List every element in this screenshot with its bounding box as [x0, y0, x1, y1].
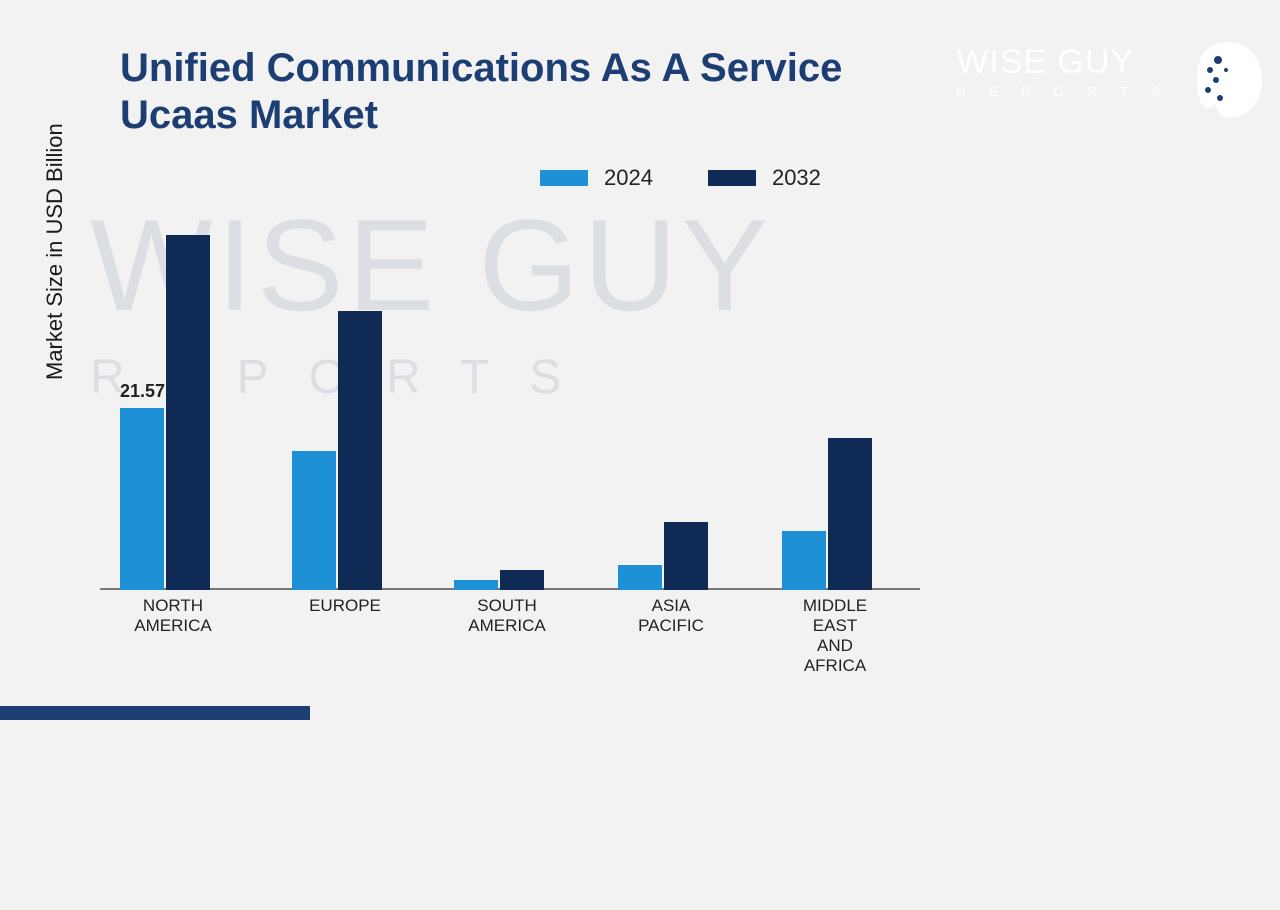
legend: 2024 2032	[540, 165, 821, 191]
brand-sub: R E P O R T S	[956, 85, 1170, 98]
bar-chart: 21.57	[100, 200, 920, 590]
category-label: EUROPE	[270, 596, 420, 616]
chart-title: Unified Communications As A Service Ucaa…	[120, 45, 900, 139]
bar-2032	[166, 235, 210, 590]
bar-2024	[120, 408, 164, 590]
legend-item-2024: 2024	[540, 165, 653, 191]
bar-2024	[618, 565, 662, 590]
bar-2024	[782, 531, 826, 590]
bar-2032	[500, 570, 544, 590]
legend-label-2024: 2024	[604, 165, 653, 191]
bar-2024	[292, 451, 336, 590]
category-label: NORTHAMERICA	[98, 596, 248, 636]
legend-label-2032: 2032	[772, 165, 821, 191]
legend-item-2032: 2032	[708, 165, 821, 191]
bar-value-label: 21.57	[120, 381, 165, 402]
category-label: ASIAPACIFIC	[596, 596, 746, 636]
bar-2032	[664, 522, 708, 590]
brand-top: WISE GUY	[956, 45, 1170, 79]
legend-swatch-2024	[540, 170, 588, 186]
brand-logo-icon	[1192, 40, 1262, 120]
brand-text: WISE GUY R E P O R T S	[956, 45, 1170, 98]
bar-2024	[454, 580, 498, 590]
bottom-accent-bar	[0, 706, 310, 720]
category-label: SOUTHAMERICA	[432, 596, 582, 636]
y-axis-label: Market Size in USD Billion	[42, 123, 68, 380]
legend-swatch-2032	[708, 170, 756, 186]
category-label: MIDDLEEASTANDAFRICA	[760, 596, 910, 676]
bar-2032	[828, 438, 872, 590]
bar-2032	[338, 311, 382, 590]
